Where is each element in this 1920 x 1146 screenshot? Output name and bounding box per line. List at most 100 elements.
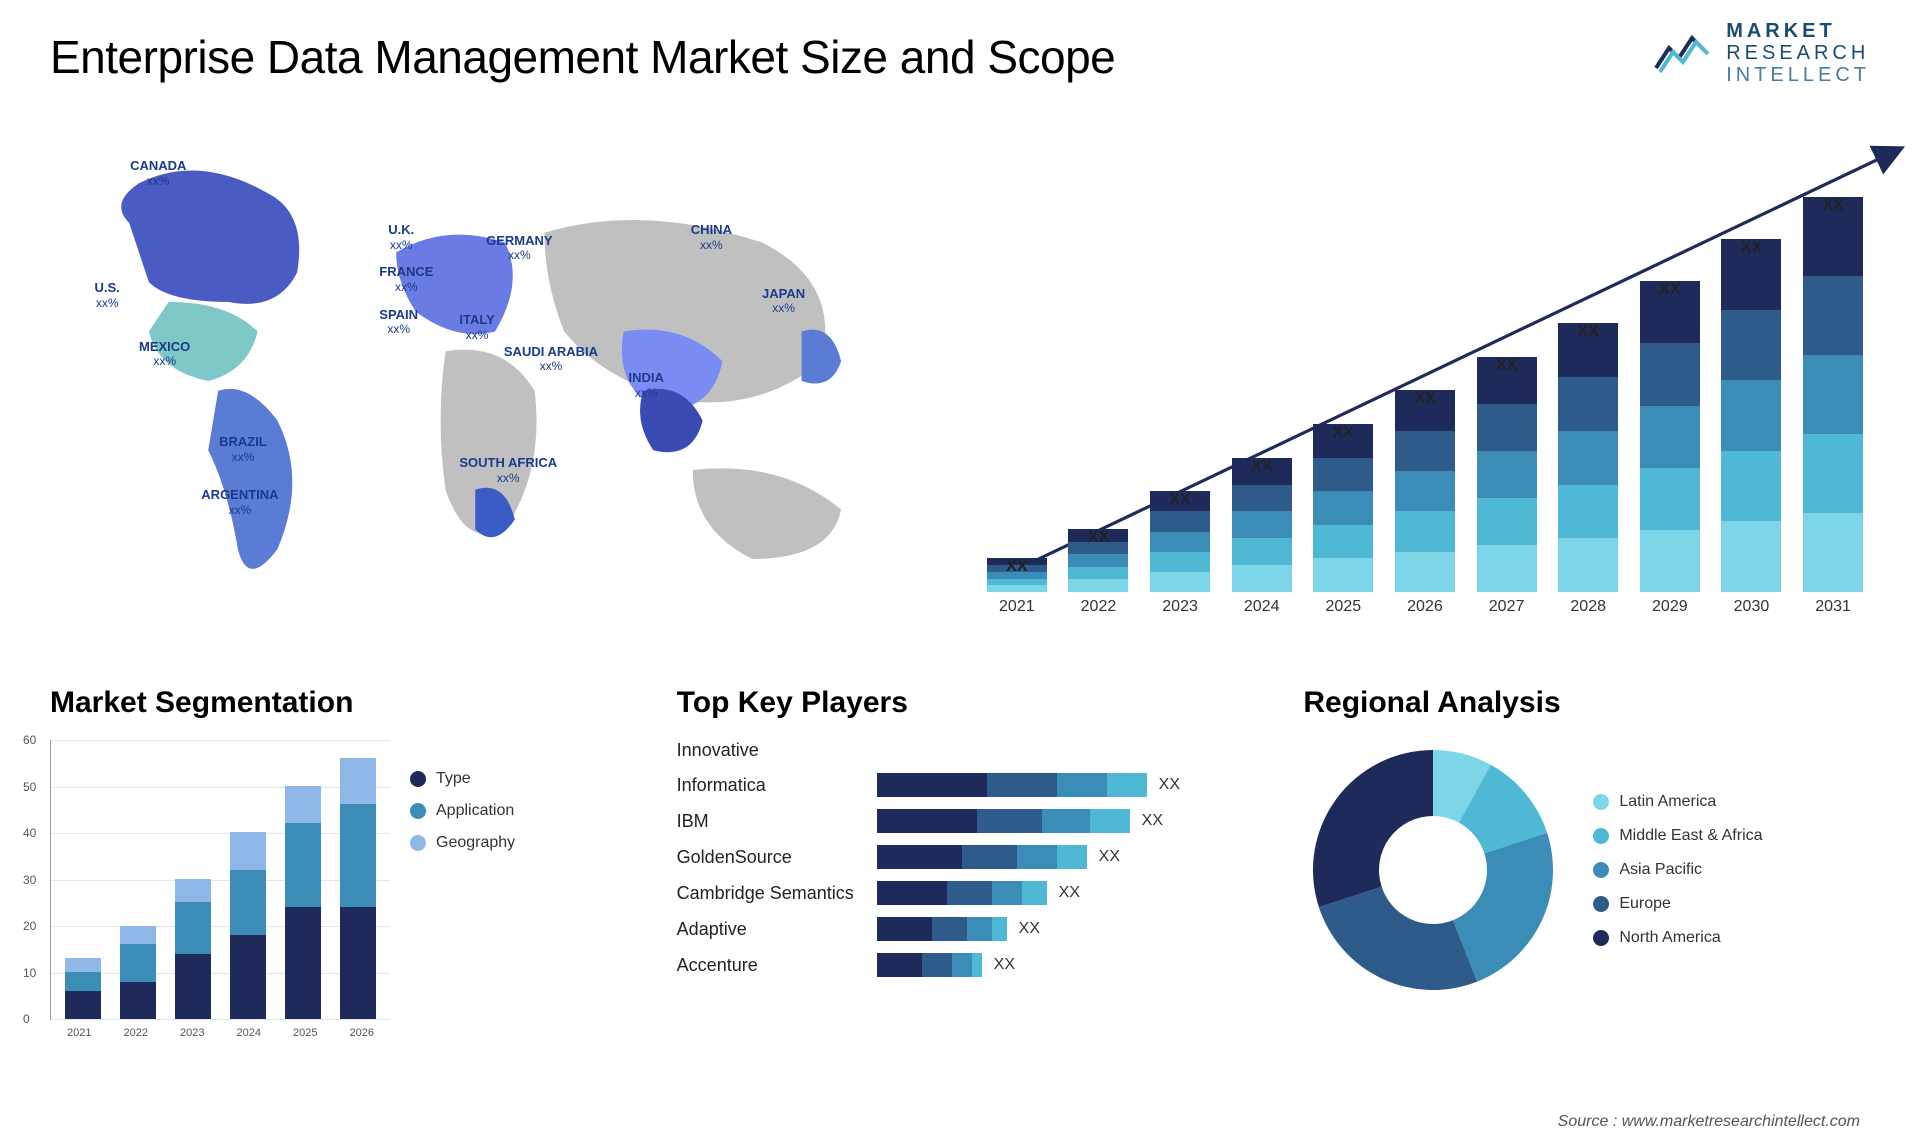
regional-title: Regional Analysis — [1303, 686, 1870, 720]
map-label-brazil: BRAZILxx% — [219, 434, 267, 464]
segmentation-title: Market Segmentation — [50, 686, 617, 720]
player-label: Cambridge Semantics — [677, 883, 877, 904]
main-bar-2024: XX 2024 — [1232, 458, 1292, 616]
main-bar-value-label: XX — [1496, 357, 1517, 375]
player-row-goldensource: GoldenSourceXX — [677, 845, 1244, 869]
regional-legend-item: Middle East & Africa — [1593, 827, 1762, 845]
main-bar-value-label: XX — [1822, 197, 1843, 215]
player-row-informatica: InformaticaXX — [677, 773, 1244, 797]
seg-xtick: 2022 — [124, 1027, 148, 1039]
logo-text-2: RESEARCH — [1726, 42, 1870, 64]
map-label-germany: GERMANYxx% — [486, 233, 552, 263]
main-bar-value-label: XX — [1741, 239, 1762, 257]
seg-ytick: 50 — [23, 780, 36, 794]
main-xtick: 2023 — [1162, 598, 1198, 616]
main-bar-value-label: XX — [1659, 281, 1680, 299]
regional-legend-item: Europe — [1593, 895, 1762, 913]
segmentation-chart: 0102030405060202120222023202420252026 — [50, 740, 390, 1020]
main-bar-2022: XX2022 — [1068, 529, 1128, 616]
brand-logo: MARKET RESEARCH INTELLECT — [1654, 20, 1870, 86]
regional-legend: Latin AmericaMiddle East & AfricaAsia Pa… — [1593, 793, 1762, 947]
players-chart: InnovativeInformaticaXXIBMXXGoldenSource… — [677, 740, 1244, 977]
seg-xtick: 2025 — [293, 1027, 317, 1039]
seg-legend-item: Type — [410, 770, 515, 788]
main-bar-value-label: XX — [1169, 491, 1190, 509]
main-bar-2030: XX 2030 — [1721, 239, 1781, 616]
map-label-uk: U.K.xx% — [388, 222, 414, 252]
player-value-label: XX — [1019, 920, 1040, 938]
bottom-row: Market Segmentation 01020304050602021202… — [50, 686, 1870, 1046]
main-xtick: 2024 — [1244, 598, 1280, 616]
player-label: IBM — [677, 811, 877, 832]
main-bar-value-label: XX — [1578, 323, 1599, 341]
seg-bar-2022 — [120, 926, 156, 1019]
main-bar-value-label: XX — [1333, 424, 1354, 442]
player-row-adaptive: Adaptive XX — [677, 917, 1244, 941]
source-attribution: Source : www.marketresearchintellect.com — [1558, 1113, 1860, 1131]
seg-ytick: 40 — [23, 826, 36, 840]
main-growth-chart: XX2021XX2022XX2023XX2024XX2025XX2026XX20… — [980, 116, 1870, 646]
top-row: CANADAxx%U.S.xx%MEXICOxx%BRAZILxx%ARGENT… — [50, 116, 1870, 646]
main-bar-2026: XX2026 — [1395, 390, 1455, 616]
player-row-accenture: Accenture XX — [677, 953, 1244, 977]
player-label: Innovative — [677, 740, 877, 761]
page-title: Enterprise Data Management Market Size a… — [50, 30, 1115, 84]
main-bar-value-label: XX — [1006, 558, 1027, 576]
seg-ytick: 10 — [23, 966, 36, 980]
segmentation-legend: Type Application Geography — [410, 740, 515, 1020]
main-bar-2023: XX 2023 — [1150, 491, 1210, 616]
seg-ytick: 30 — [23, 873, 36, 887]
main-bar-value-label: XX — [1088, 529, 1109, 547]
map-label-france: FRANCExx% — [379, 264, 433, 294]
map-label-india: INDIAxx% — [629, 370, 664, 400]
player-label: GoldenSource — [677, 847, 877, 868]
map-label-southafrica: SOUTH AFRICAxx% — [459, 455, 557, 485]
seg-legend-item: Application — [410, 802, 515, 820]
seg-xtick: 2023 — [180, 1027, 204, 1039]
player-value-label: XX — [994, 956, 1015, 974]
map-label-spain: SPAINxx% — [379, 307, 418, 337]
segmentation-section: Market Segmentation 01020304050602021202… — [50, 686, 617, 1046]
seg-xtick: 2024 — [237, 1027, 261, 1039]
players-title: Top Key Players — [677, 686, 1244, 720]
player-label: Adaptive — [677, 919, 877, 940]
main-bar-2028: XX 2028 — [1558, 323, 1618, 616]
seg-ytick: 0 — [23, 1012, 30, 1026]
logo-text-3: INTELLECT — [1726, 64, 1870, 86]
main-xtick: 2029 — [1652, 598, 1688, 616]
main-xtick: 2031 — [1815, 598, 1851, 616]
player-label: Informatica — [677, 775, 877, 796]
main-bar-2025: XX 2025 — [1313, 424, 1373, 616]
logo-text-1: MARKET — [1726, 20, 1870, 42]
seg-bar-2025 — [285, 786, 321, 1019]
seg-bar-2024 — [230, 832, 266, 1019]
world-map — [50, 116, 940, 646]
map-label-mexico: MEXICOxx% — [139, 339, 190, 369]
header: Enterprise Data Management Market Size a… — [50, 30, 1870, 86]
main-bar-2029: XX 2029 — [1640, 281, 1700, 616]
main-xtick: 2030 — [1734, 598, 1770, 616]
seg-xtick: 2021 — [67, 1027, 91, 1039]
regional-section: Regional Analysis Latin AmericaMiddle Ea… — [1303, 686, 1870, 1046]
player-row-cambridgesemantics: Cambridge SemanticsXX — [677, 881, 1244, 905]
seg-bar-2021 — [65, 958, 101, 1019]
player-value-label: XX — [1142, 812, 1163, 830]
seg-bar-2026 — [340, 758, 376, 1019]
main-xtick: 2025 — [1326, 598, 1362, 616]
seg-legend-item: Geography — [410, 834, 515, 852]
map-label-argentina: ARGENTINAxx% — [201, 487, 278, 517]
regional-legend-item: North America — [1593, 929, 1762, 947]
main-xtick: 2028 — [1570, 598, 1606, 616]
map-label-japan: JAPANxx% — [762, 286, 805, 316]
main-bar-2021: XX 2021 — [987, 558, 1047, 616]
main-bar-2027: XX2027 — [1477, 357, 1537, 616]
seg-xtick: 2026 — [350, 1027, 374, 1039]
world-map-section: CANADAxx%U.S.xx%MEXICOxx%BRAZILxx%ARGENT… — [50, 116, 940, 646]
player-label: Accenture — [677, 955, 877, 976]
map-label-china: CHINAxx% — [691, 222, 732, 252]
main-xtick: 2021 — [999, 598, 1035, 616]
map-label-saudiarabia: SAUDI ARABIAxx% — [504, 344, 598, 374]
main-bar-value-label: XX — [1414, 390, 1435, 408]
main-bar-value-label: XX — [1251, 458, 1272, 476]
map-label-canada: CANADAxx% — [130, 158, 186, 188]
